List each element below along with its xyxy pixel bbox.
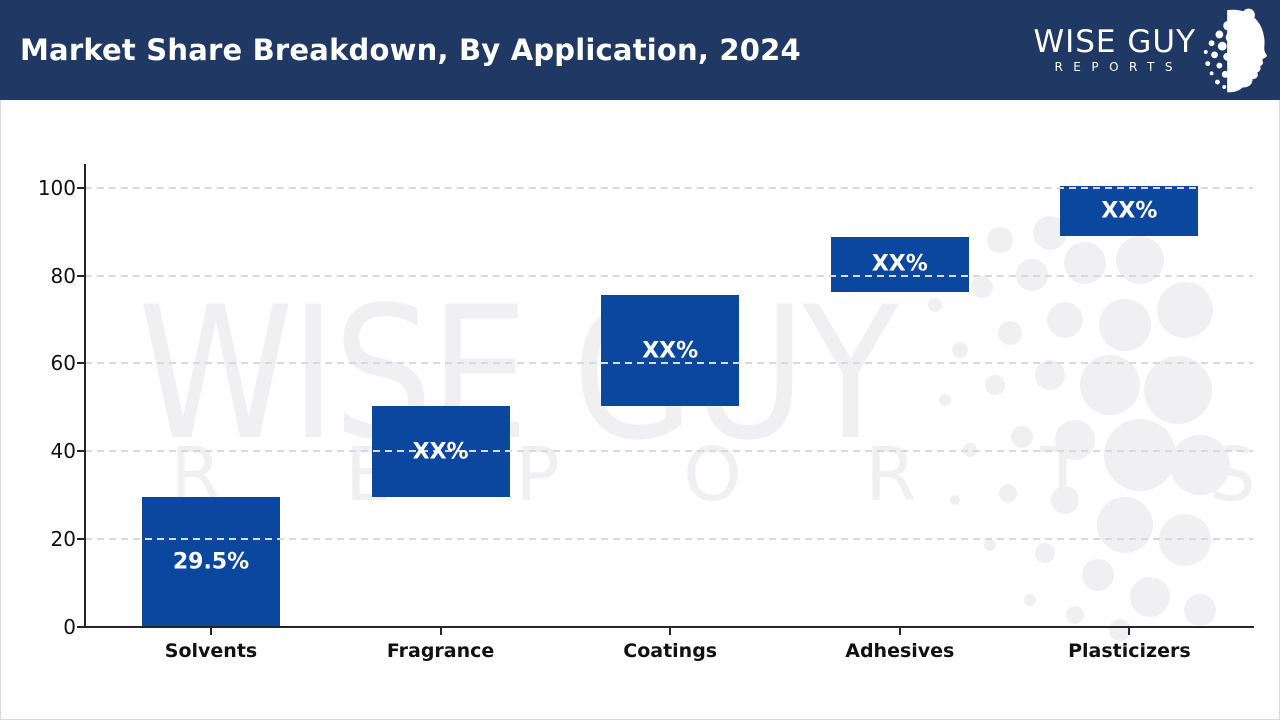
bar-solvents [142,497,280,627]
x-tick-adhesives [898,628,901,635]
y-tick-label-80: 80 [50,263,76,288]
x-tick-solvents [210,628,212,635]
bar-label-coatings: XX% [642,338,699,364]
y-tick-100 [77,186,84,189]
bar-plasticizers [1060,185,1199,237]
x-axis-line [84,626,1254,628]
gridline-80 [85,274,1253,277]
y-tick-0 [77,626,84,628]
bar-label-adhesives: XX% [871,251,928,277]
category-label-coatings: Coatings [623,640,718,662]
y-tick-label-40: 40 [50,439,76,464]
y-tick-80 [77,274,84,277]
logo-reports-text: REPORTS [1054,59,1183,74]
chart-title: Market Share Breakdown, By Application, … [20,33,801,67]
x-tick-plasticizers [1128,628,1131,635]
x-tick-coatings [669,628,672,635]
y-tick-60 [77,362,84,365]
wise-guy-reports-logo: WISE GUY REPORTS [1033,8,1268,93]
logo-face-icon [1203,8,1267,93]
y-tick-20 [77,538,84,541]
category-label-solvents: Solvents [164,640,258,662]
y-tick-label-100: 100 [37,175,76,200]
bar-label-fragrance: XX% [412,439,469,465]
y-tick-40 [77,450,84,453]
x-tick-fragrance [439,628,442,635]
gridline-20 [85,538,1253,541]
y-tick-label-0: 0 [63,615,76,639]
y-axis-line [84,164,86,628]
bar-label-plasticizers: XX% [1101,198,1158,224]
logo-text: WISE GUY REPORTS [1033,26,1196,74]
category-label-fragrance: Fragrance [386,640,495,662]
gridline-40 [85,450,1253,453]
bar-coatings [601,295,740,407]
logo-wiseguy-text: WISE GUY [1033,24,1196,61]
gridline-60 [85,362,1253,365]
y-tick-label-20: 20 [50,527,76,552]
header-bar: Market Share Breakdown, By Application, … [0,0,1280,100]
y-tick-label-60: 60 [50,351,76,376]
category-label-adhesives: Adhesives [845,640,955,662]
bar-label-solvents: 29.5% [172,549,250,575]
bar-adhesives [830,236,969,292]
gridline-100 [85,186,1253,189]
category-label-plasticizers: Plasticizers [1068,640,1191,662]
